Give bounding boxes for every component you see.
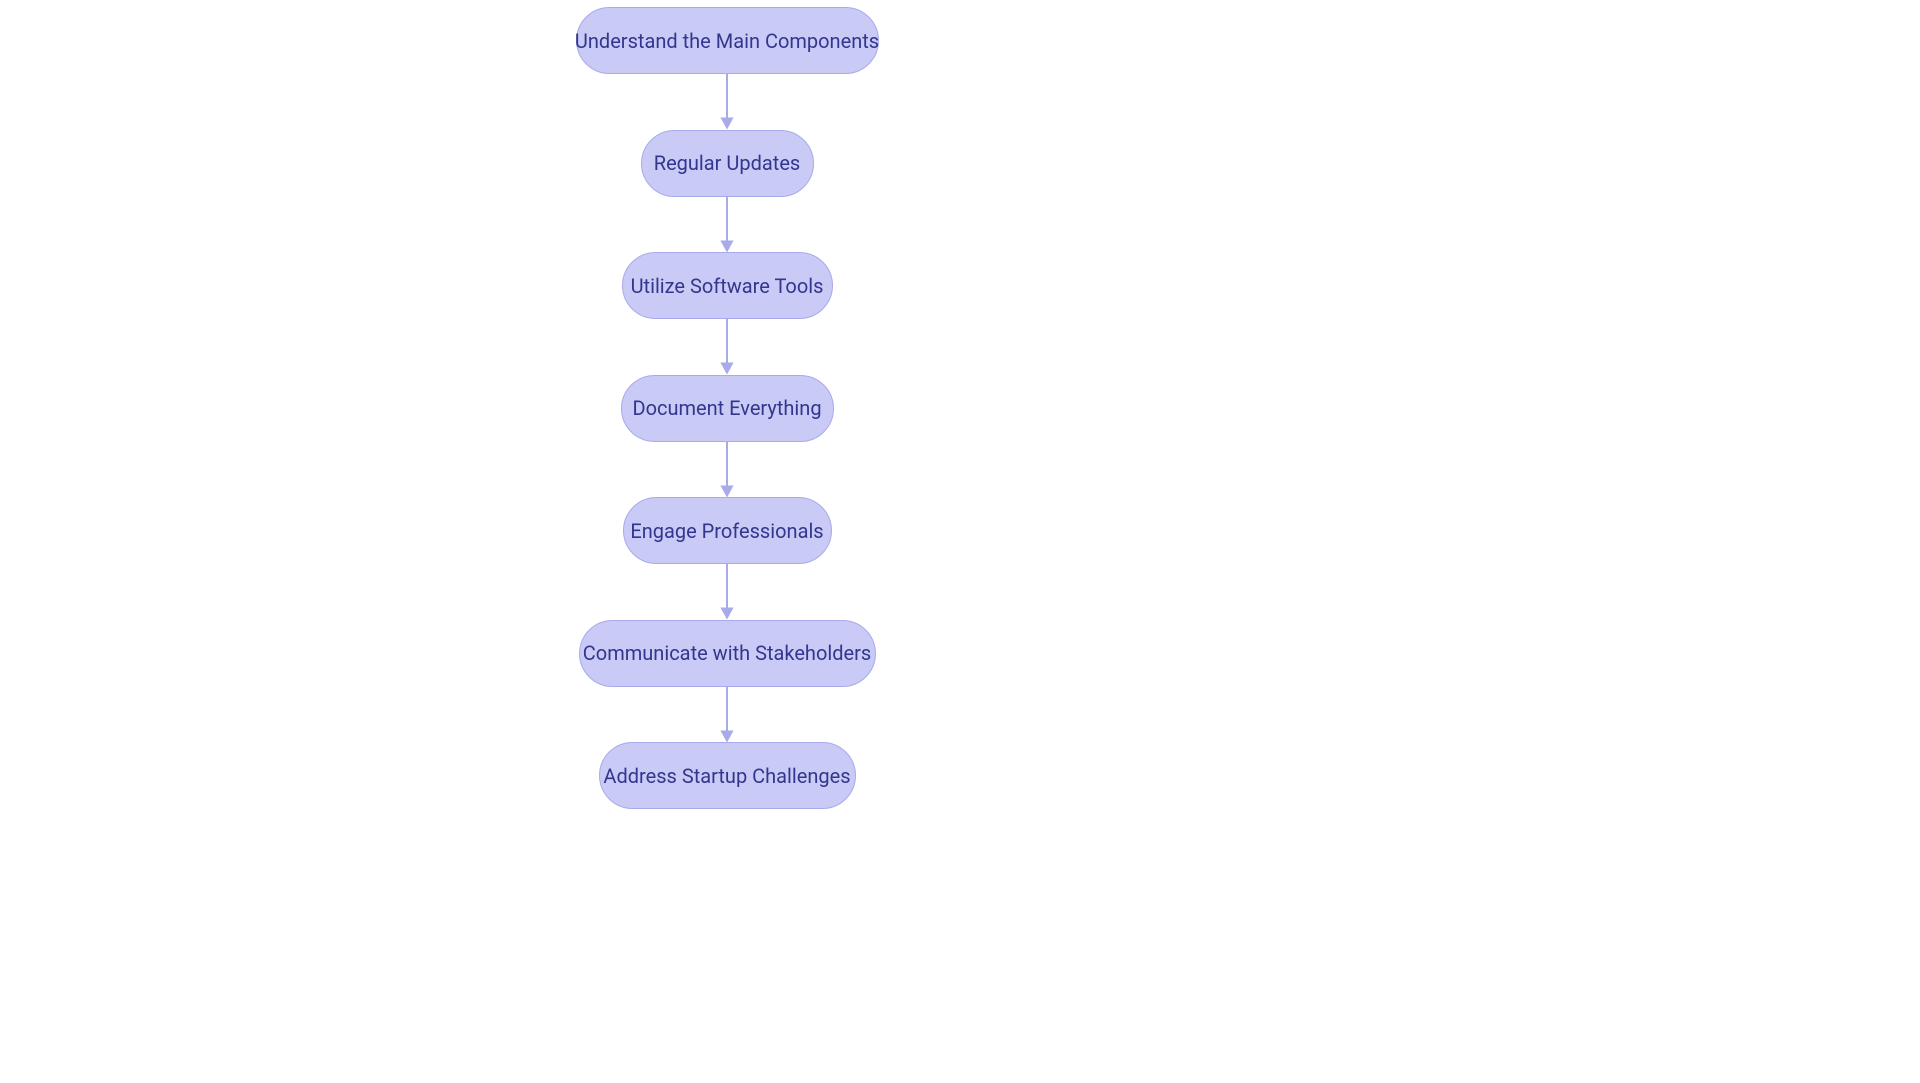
flowchart-arrow [715, 74, 739, 130]
flowchart-node: Engage Professionals [623, 497, 832, 564]
flowchart-node-label: Communicate with Stakeholders [583, 641, 871, 665]
flowchart-arrow [715, 442, 739, 498]
flowchart-node-label: Document Everything [632, 396, 821, 420]
flowchart-node-label: Utilize Software Tools [631, 274, 824, 298]
flowchart-arrow [715, 319, 739, 375]
flowchart-node-label: Address Startup Challenges [603, 764, 850, 788]
flowchart-node-label: Regular Updates [654, 151, 801, 175]
flowchart-node: Address Startup Challenges [599, 742, 856, 809]
flowchart-node: Communicate with Stakeholders [579, 620, 876, 687]
flowchart-node: Understand the Main Components [576, 7, 879, 74]
flowchart-node: Utilize Software Tools [622, 252, 833, 319]
flowchart-arrow [715, 687, 739, 743]
flowchart-arrow [715, 197, 739, 253]
flowchart-node-label: Engage Professionals [630, 519, 823, 543]
flowchart-node-label: Understand the Main Components [575, 29, 879, 53]
flowchart-node: Regular Updates [641, 130, 814, 197]
flowchart-node: Document Everything [621, 375, 834, 442]
flowchart-container: Understand the Main Components Regular Up… [0, 0, 1920, 1083]
flowchart-arrow [715, 564, 739, 620]
